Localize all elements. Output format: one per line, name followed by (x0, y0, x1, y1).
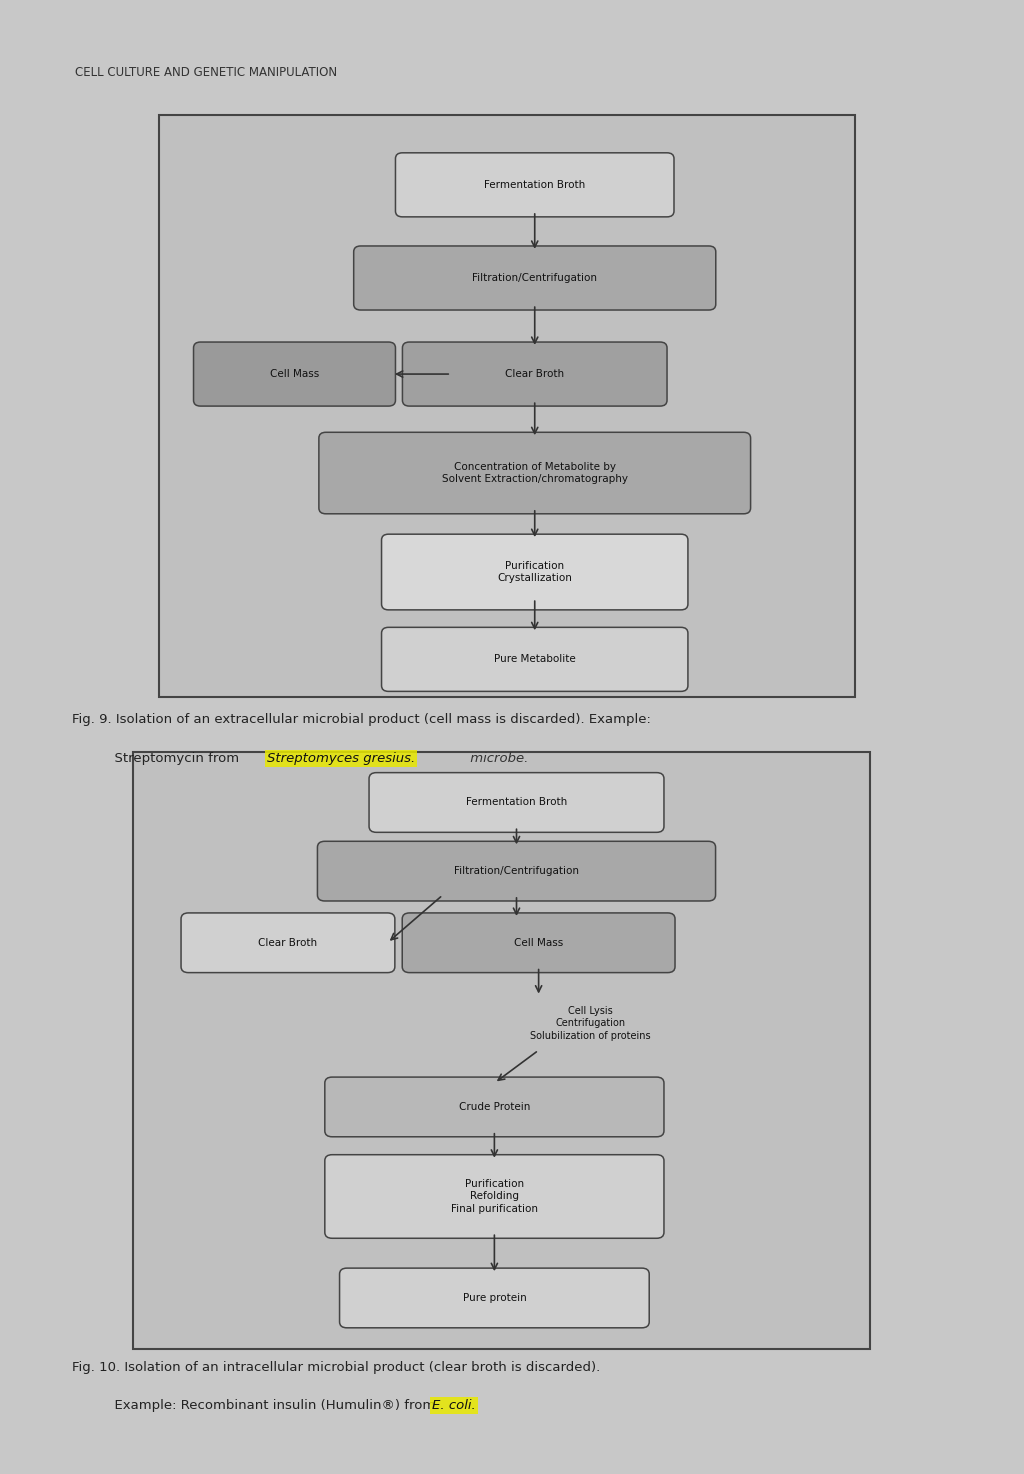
Text: Filtration/Centrifugation: Filtration/Centrifugation (472, 273, 597, 283)
FancyBboxPatch shape (395, 153, 674, 217)
FancyBboxPatch shape (181, 912, 395, 973)
Text: Fermentation Broth: Fermentation Broth (466, 797, 567, 808)
Text: Cell Mass: Cell Mass (270, 368, 319, 379)
Text: Fermentation Broth: Fermentation Broth (484, 180, 586, 190)
FancyBboxPatch shape (402, 342, 667, 407)
Text: Purification
Refolding
Final purification: Purification Refolding Final purificatio… (451, 1179, 538, 1215)
FancyBboxPatch shape (317, 842, 716, 901)
FancyBboxPatch shape (353, 246, 716, 310)
Text: E. coli.: E. coli. (432, 1399, 476, 1412)
FancyBboxPatch shape (194, 342, 395, 407)
Text: Concentration of Metabolite by
Solvent Extraction/chromatography: Concentration of Metabolite by Solvent E… (441, 461, 628, 485)
Text: Cell Lysis
Centrifugation
Solubilization of proteins: Cell Lysis Centrifugation Solubilization… (530, 1005, 650, 1041)
Text: CELL CULTURE AND GENETIC MANIPULATION: CELL CULTURE AND GENETIC MANIPULATION (75, 66, 337, 80)
Text: Pure protein: Pure protein (463, 1293, 526, 1303)
Text: Pure Metabolite: Pure Metabolite (494, 654, 575, 665)
Text: Cell Mass: Cell Mass (514, 937, 563, 948)
FancyBboxPatch shape (402, 912, 675, 973)
Bar (133, 752, 870, 1349)
Text: Filtration/Centrifugation: Filtration/Centrifugation (454, 867, 579, 876)
FancyBboxPatch shape (325, 1154, 664, 1238)
Text: Clear Broth: Clear Broth (258, 937, 317, 948)
FancyBboxPatch shape (340, 1268, 649, 1328)
FancyBboxPatch shape (318, 432, 751, 514)
Text: Fig. 9. Isolation of an extracellular microbial product (cell mass is discarded): Fig. 9. Isolation of an extracellular mi… (72, 713, 650, 727)
FancyBboxPatch shape (369, 772, 664, 833)
FancyBboxPatch shape (382, 628, 688, 691)
FancyBboxPatch shape (325, 1077, 664, 1136)
FancyBboxPatch shape (382, 534, 688, 610)
Text: Clear Broth: Clear Broth (505, 368, 564, 379)
Text: Fig. 10. Isolation of an intracellular microbial product (clear broth is discard: Fig. 10. Isolation of an intracellular m… (72, 1361, 600, 1374)
Text: Streptomycin from: Streptomycin from (72, 752, 243, 765)
Text: microbe.: microbe. (466, 752, 528, 765)
Text: Streptomyces gresius.: Streptomyces gresius. (266, 752, 415, 765)
Text: Crude Protein: Crude Protein (459, 1103, 530, 1111)
Bar (159, 115, 855, 697)
Text: Purification
Crystallization: Purification Crystallization (498, 560, 572, 584)
Text: Example: Recombinant insulin (Humulin®) from: Example: Recombinant insulin (Humulin®) … (72, 1399, 439, 1412)
